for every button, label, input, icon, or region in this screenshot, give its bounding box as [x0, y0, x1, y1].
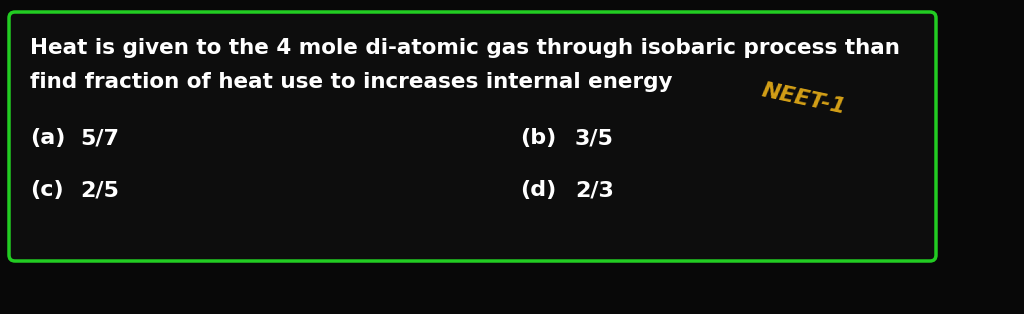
Text: (c): (c)	[30, 180, 63, 200]
Text: Heat is given to the 4 mole di-atomic gas through isobaric process than: Heat is given to the 4 mole di-atomic ga…	[30, 38, 900, 58]
Text: 5/7: 5/7	[80, 128, 119, 148]
Text: 2/5: 2/5	[80, 180, 119, 200]
Text: 2/3: 2/3	[575, 180, 613, 200]
Text: NEET-1: NEET-1	[760, 80, 848, 117]
Text: (a): (a)	[30, 128, 66, 148]
FancyBboxPatch shape	[9, 12, 936, 261]
Text: find fraction of heat use to increases internal energy: find fraction of heat use to increases i…	[30, 72, 673, 92]
Text: 3/5: 3/5	[575, 128, 613, 148]
Text: (d): (d)	[520, 180, 556, 200]
Text: (b): (b)	[520, 128, 556, 148]
